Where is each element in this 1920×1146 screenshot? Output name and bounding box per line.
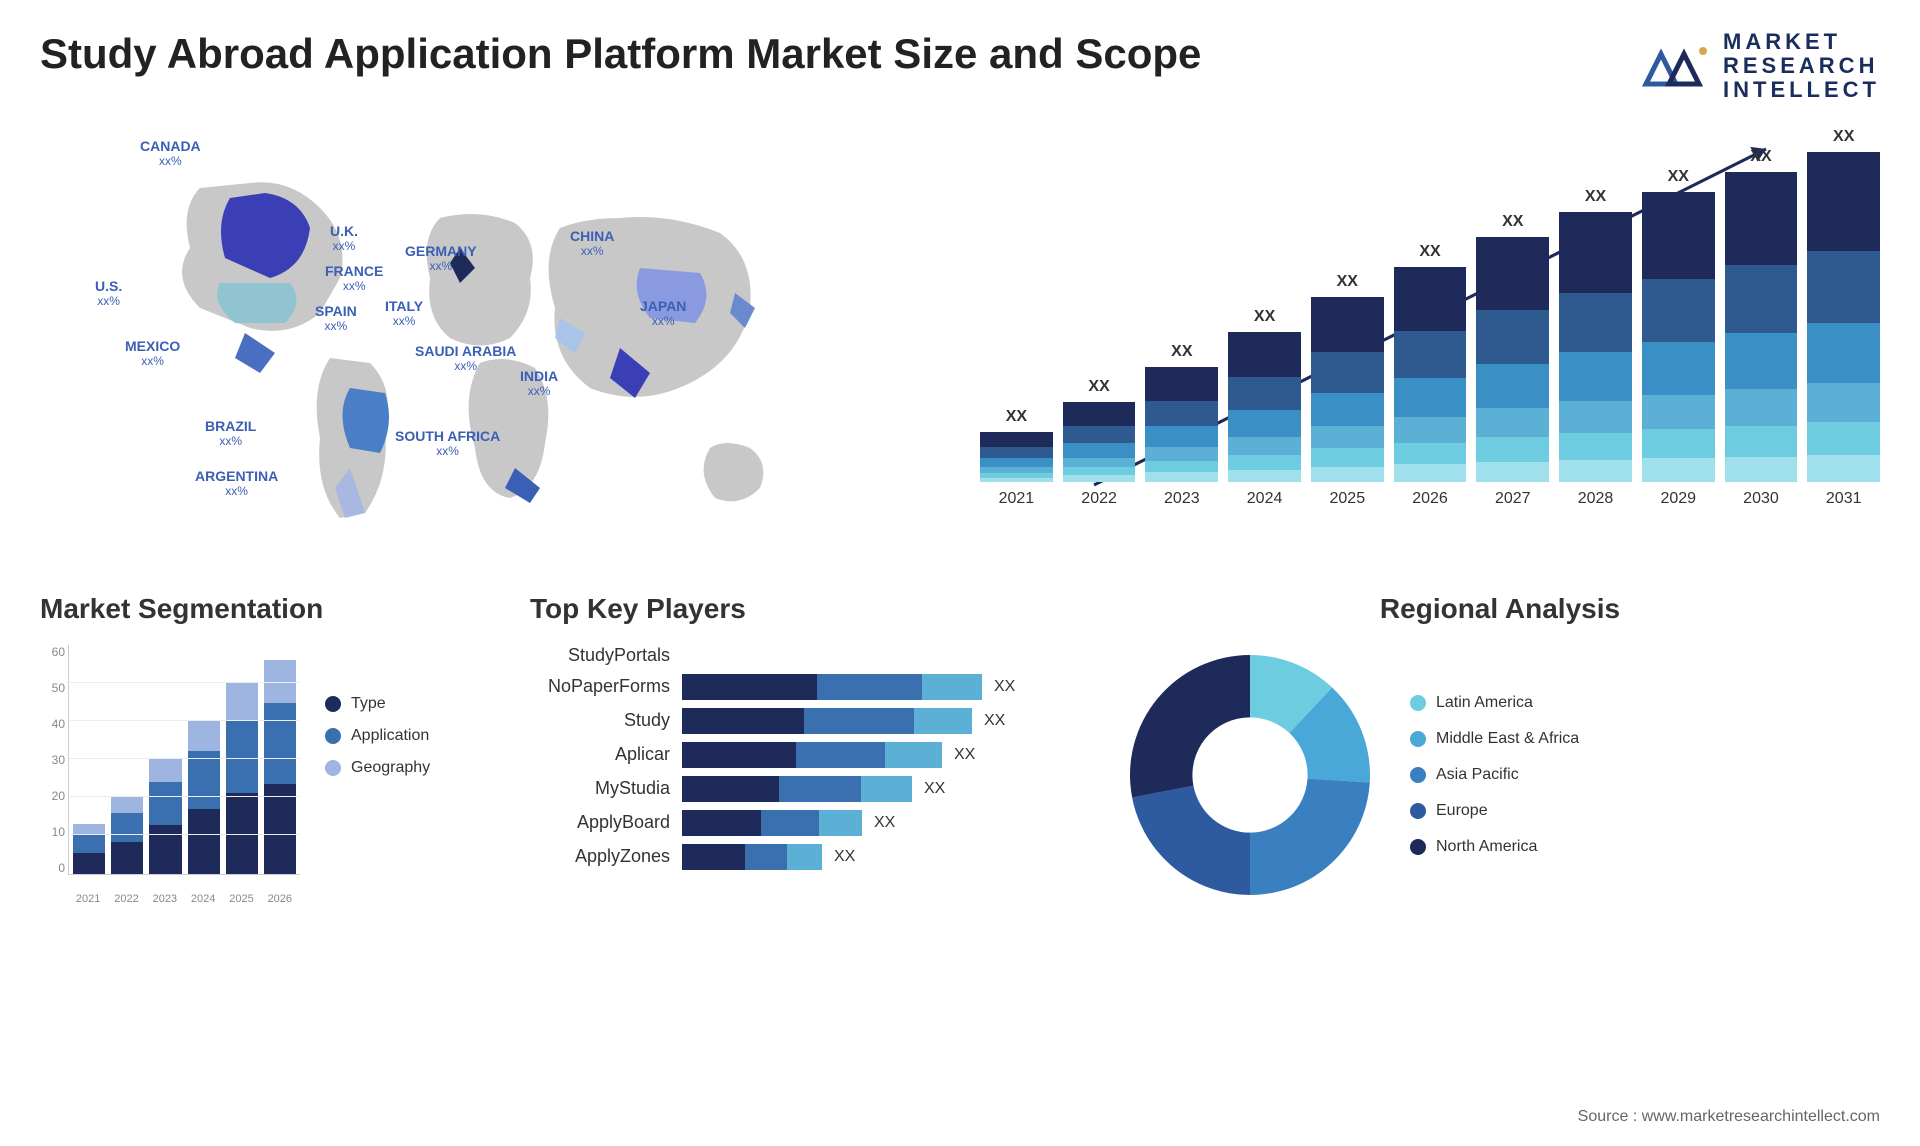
top-row: CANADAxx% U.S.xx% MEXICOxx% BRAZILxx% ARGENT… xyxy=(40,128,1880,548)
players-list: StudyPortals NoPaperFormsXX StudyXX Aplicar… xyxy=(530,645,1070,870)
segmentation-chart: 6050403020100 202120222023202420252026 xyxy=(40,645,300,905)
world-map-section: CANADAxx% U.S.xx% MEXICOxx% BRAZILxx% ARGENT… xyxy=(40,128,940,548)
key-players-section: Top Key Players StudyPortals NoPaperForms… xyxy=(530,593,1070,905)
legend-item: Application xyxy=(325,727,430,745)
growth-bar: XX2024 xyxy=(1228,308,1301,508)
growth-bars: XX2021XX2022XX2023XX2024XX2025XX2026XX20… xyxy=(980,148,1880,508)
map-label: GERMANYxx% xyxy=(405,243,477,274)
seg-bar xyxy=(149,759,181,874)
map-label: SPAINxx% xyxy=(315,303,357,334)
player-row: NoPaperFormsXX xyxy=(530,674,1070,700)
map-label: SOUTH AFRICAxx% xyxy=(395,428,500,459)
player-row: ApplyBoardXX xyxy=(530,810,1070,836)
seg-bar xyxy=(226,683,258,874)
segmentation-title: Market Segmentation xyxy=(40,593,480,625)
map-label: U.K.xx% xyxy=(330,223,358,254)
player-row: StudyPortals xyxy=(530,645,1070,666)
legend-item: Type xyxy=(325,695,430,713)
regional-section: Regional Analysis Latin America Middle Ea… xyxy=(1120,593,1880,905)
logo-icon xyxy=(1641,39,1711,94)
growth-bar: XX2026 xyxy=(1394,243,1467,508)
growth-bar: XX2030 xyxy=(1725,148,1798,508)
key-players-title: Top Key Players xyxy=(530,593,1070,625)
legend-item: North America xyxy=(1410,838,1579,856)
seg-bar xyxy=(264,660,296,874)
growth-bar: XX2029 xyxy=(1642,168,1715,508)
legend-item: Europe xyxy=(1410,802,1579,820)
growth-bar: XX2027 xyxy=(1476,213,1549,508)
growth-bar: XX2023 xyxy=(1145,343,1218,508)
segmentation-section: Market Segmentation 6050403020100 202120… xyxy=(40,593,480,905)
map-label: SAUDI ARABIAxx% xyxy=(415,343,516,374)
growth-bar: XX2025 xyxy=(1311,273,1384,508)
donut-slice xyxy=(1130,655,1250,797)
regional-donut xyxy=(1120,645,1380,905)
seg-bar xyxy=(188,721,220,874)
regional-legend: Latin America Middle East & Africa Asia Pa… xyxy=(1410,694,1579,856)
donut-slice xyxy=(1250,778,1370,894)
donut-slice xyxy=(1132,785,1250,894)
growth-bar: XX2028 xyxy=(1559,188,1632,508)
growth-bar: XX2022 xyxy=(1063,378,1136,508)
map-label: ARGENTINAxx% xyxy=(195,468,278,499)
map-label: ITALYxx% xyxy=(385,298,423,329)
bottom-row: Market Segmentation 6050403020100 202120… xyxy=(40,593,1880,905)
legend-item: Asia Pacific xyxy=(1410,766,1579,784)
legend-item: Latin America xyxy=(1410,694,1579,712)
seg-bar xyxy=(73,824,105,874)
map-label: FRANCExx% xyxy=(325,263,383,294)
legend-item: Geography xyxy=(325,759,430,777)
regional-title: Regional Analysis xyxy=(1120,593,1880,625)
map-label: CHINAxx% xyxy=(570,228,614,259)
legend-item: Middle East & Africa xyxy=(1410,730,1579,748)
growth-chart: XX2021XX2022XX2023XX2024XX2025XX2026XX20… xyxy=(980,128,1880,548)
source-footer: Source : www.marketresearchintellect.com xyxy=(1578,1108,1880,1126)
player-row: MyStudiaXX xyxy=(530,776,1070,802)
growth-bar: XX2031 xyxy=(1807,128,1880,508)
segmentation-legend: Type Application Geography xyxy=(325,645,430,905)
player-row: ApplyZonesXX xyxy=(530,844,1070,870)
logo-text: MARKET RESEARCH INTELLECT xyxy=(1723,30,1880,103)
page-title: Study Abroad Application Platform Market… xyxy=(40,30,1201,78)
player-row: AplicarXX xyxy=(530,742,1070,768)
map-label: CANADAxx% xyxy=(140,138,201,169)
map-label: JAPANxx% xyxy=(640,298,686,329)
player-row: StudyXX xyxy=(530,708,1070,734)
growth-bar: XX2021 xyxy=(980,408,1053,508)
map-label: MEXICOxx% xyxy=(125,338,180,369)
brand-logo: MARKET RESEARCH INTELLECT xyxy=(1641,30,1880,103)
map-label: U.S.xx% xyxy=(95,278,122,309)
header: Study Abroad Application Platform Market… xyxy=(40,30,1880,103)
map-label: INDIAxx% xyxy=(520,368,558,399)
map-label: BRAZILxx% xyxy=(205,418,256,449)
